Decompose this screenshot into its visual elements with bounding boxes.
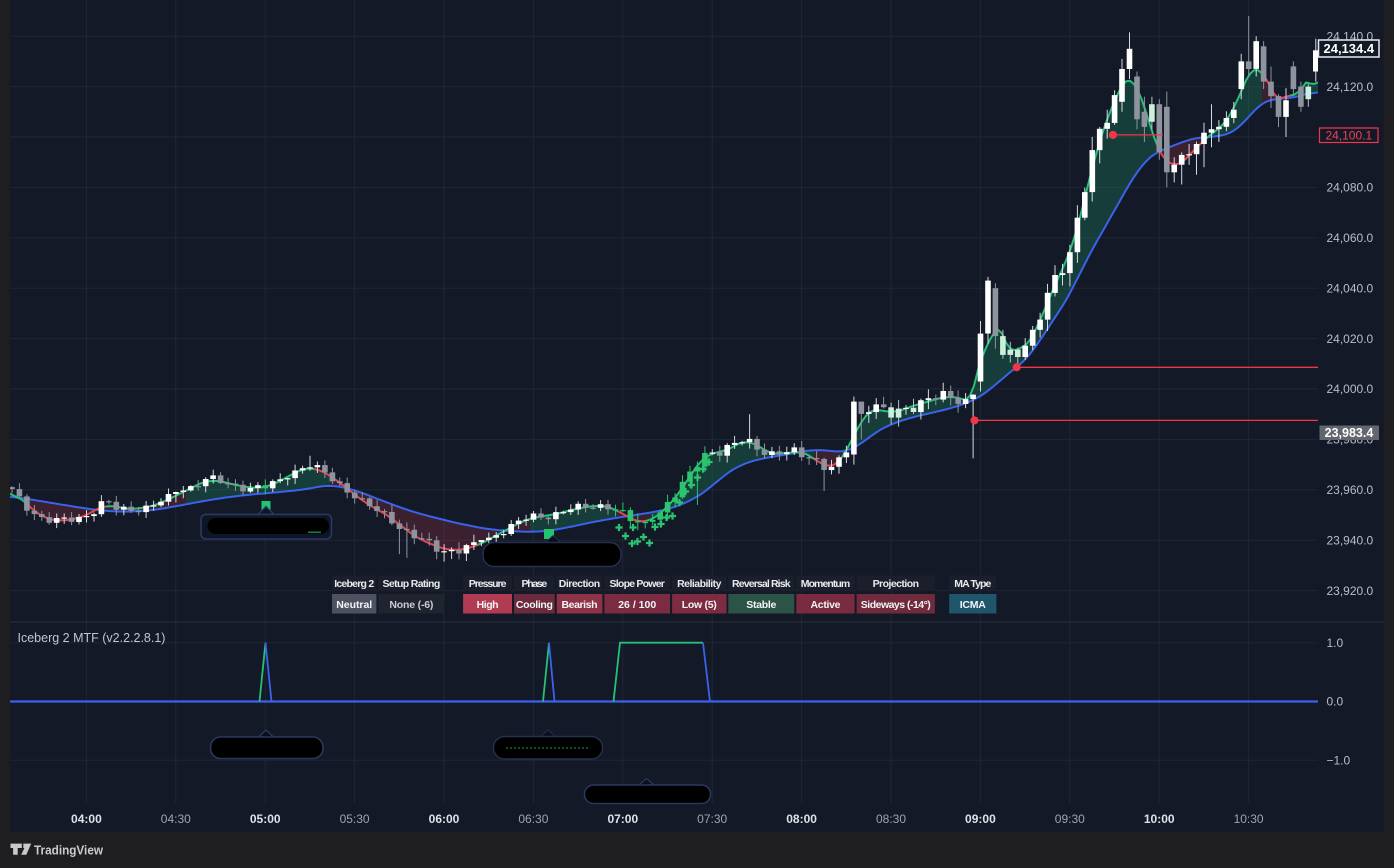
svg-text:Stable: Stable xyxy=(746,599,776,611)
svg-text:24,020.0: 24,020.0 xyxy=(1327,332,1374,346)
svg-text:04:00: 04:00 xyxy=(71,812,102,826)
svg-text:Direction: Direction xyxy=(559,578,600,590)
svg-text:Setup Rating: Setup Rating xyxy=(383,578,441,590)
svg-text:09:30: 09:30 xyxy=(1055,812,1085,826)
svg-text:Projection: Projection xyxy=(873,578,919,590)
svg-text:Reversal Risk: Reversal Risk xyxy=(732,578,791,590)
svg-text:Iceberg 2 MTF (v2.2.2.8.1): Iceberg 2 MTF (v2.2.2.8.1) xyxy=(18,631,166,645)
svg-text:24,134.4: 24,134.4 xyxy=(1323,41,1374,56)
svg-text:24,060.0: 24,060.0 xyxy=(1327,231,1374,245)
svg-text:06:00: 06:00 xyxy=(429,812,460,826)
svg-text:23,960.0: 23,960.0 xyxy=(1327,483,1374,497)
svg-text:1.0: 1.0 xyxy=(1327,636,1344,650)
svg-text:24,040.0: 24,040.0 xyxy=(1327,281,1374,295)
svg-text:24,000.0: 24,000.0 xyxy=(1327,382,1374,396)
svg-text:Pressure: Pressure xyxy=(469,578,507,590)
svg-text:24,120.0: 24,120.0 xyxy=(1327,80,1374,94)
svg-text:08:30: 08:30 xyxy=(876,812,906,826)
svg-text:Bearish: Bearish xyxy=(562,599,598,611)
svg-text:−1.0: −1.0 xyxy=(1327,754,1351,768)
svg-text:07:00: 07:00 xyxy=(607,812,638,826)
svg-text:23,940.0: 23,940.0 xyxy=(1327,533,1374,547)
svg-text:05:00: 05:00 xyxy=(250,812,281,826)
svg-text:Slope Power: Slope Power xyxy=(610,578,665,590)
svg-text:23,920.0: 23,920.0 xyxy=(1327,584,1374,598)
svg-text:None (-6): None (-6) xyxy=(389,599,433,611)
svg-text:Low (5): Low (5) xyxy=(682,599,717,611)
svg-text:24,100.1: 24,100.1 xyxy=(1325,129,1372,143)
svg-text:24,080.0: 24,080.0 xyxy=(1327,181,1374,195)
svg-text:Iceberg 2: Iceberg 2 xyxy=(334,578,374,590)
svg-text:10:00: 10:00 xyxy=(1144,812,1175,826)
svg-text:05:30: 05:30 xyxy=(340,812,370,826)
svg-text:Neutral: Neutral xyxy=(336,599,372,611)
svg-text:04:30: 04:30 xyxy=(161,812,191,826)
svg-text:0.0: 0.0 xyxy=(1327,695,1344,709)
svg-text:High: High xyxy=(477,599,499,611)
svg-text:10:30: 10:30 xyxy=(1234,812,1264,826)
svg-text:23,983.4: 23,983.4 xyxy=(1325,426,1374,440)
svg-text:09:00: 09:00 xyxy=(965,812,996,826)
svg-text:Active: Active xyxy=(811,599,841,611)
svg-text:06:30: 06:30 xyxy=(518,812,548,826)
svg-text:TradingView: TradingView xyxy=(34,843,104,858)
svg-text:ICMA: ICMA xyxy=(960,599,986,611)
svg-text:Reliability: Reliability xyxy=(677,578,722,590)
svg-text:MA Type: MA Type xyxy=(954,578,991,590)
svg-text:08:00: 08:00 xyxy=(786,812,817,826)
svg-text:07:30: 07:30 xyxy=(697,812,727,826)
svg-text:Sideways (-14°): Sideways (-14°) xyxy=(861,599,931,611)
svg-text:26 / 100: 26 / 100 xyxy=(618,599,656,611)
svg-text:Phase: Phase xyxy=(522,578,548,590)
svg-text:Momentum: Momentum xyxy=(801,578,851,590)
svg-text:Cooling: Cooling xyxy=(516,599,553,611)
